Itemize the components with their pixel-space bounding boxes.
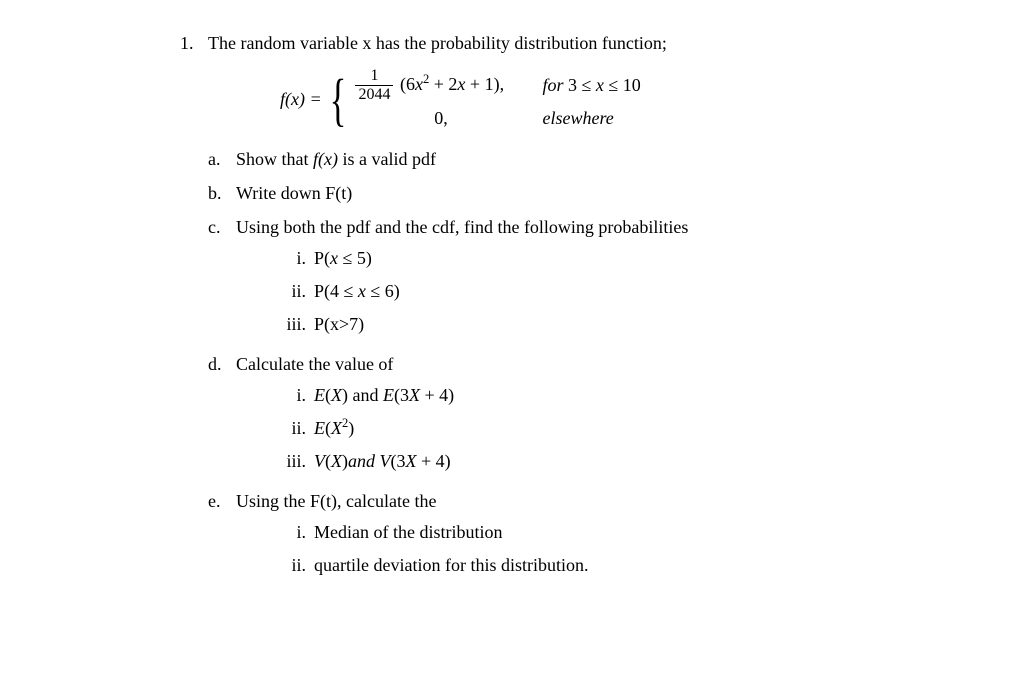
fraction-numerator: 1 bbox=[355, 67, 393, 86]
question-row: 1. The random variable x has the probabi… bbox=[180, 30, 904, 57]
polynomial: (6x2 + 2x + 1), bbox=[400, 74, 504, 94]
part-a-post: is a valid pdf bbox=[338, 149, 436, 169]
part-e-roman-list: i. Median of the distribution ii. quarti… bbox=[236, 519, 904, 579]
part-d-iii: iii. V(X)and V(3X + 4) bbox=[284, 448, 904, 475]
part-c-ii-num: ii. bbox=[284, 278, 314, 305]
part-e-ii: ii. quartile deviation for this distribu… bbox=[284, 552, 904, 579]
part-d-ii-text: E(X2) bbox=[314, 415, 904, 442]
part-c-text: Using both the pdf and the cdf, find the… bbox=[236, 214, 904, 241]
part-d-i-text: E(X) and E(3X + 4) bbox=[314, 382, 904, 409]
part-d-iii-text: V(X)and V(3X + 4) bbox=[314, 448, 904, 475]
part-d-text: Calculate the value of bbox=[236, 351, 904, 378]
part-e-i: i. Median of the distribution bbox=[284, 519, 904, 546]
case-condition-1: for 3 ≤ x ≤ 10 bbox=[542, 72, 640, 99]
fraction-denominator: 2044 bbox=[355, 86, 393, 104]
part-d-i: i. E(X) and E(3X + 4) bbox=[284, 382, 904, 409]
part-d-ii: ii. E(X2) bbox=[284, 415, 904, 442]
part-d-letter: d. bbox=[208, 351, 236, 481]
part-c-letter: c. bbox=[208, 214, 236, 344]
piecewise-function: f(x) = { 1 2044 (6x2 + 2x + 1), for 3 ≤ … bbox=[280, 67, 641, 132]
part-b: b. Write down F(t) bbox=[208, 180, 904, 207]
part-e-ii-num: ii. bbox=[284, 552, 314, 579]
part-d-iii-num: iii. bbox=[284, 448, 314, 475]
part-a-text: Show that f(x) is a valid pdf bbox=[236, 146, 904, 173]
fraction: 1 2044 bbox=[355, 67, 393, 104]
part-a-pre: Show that bbox=[236, 149, 313, 169]
question-text: The random variable x has the probabilit… bbox=[208, 30, 904, 57]
case-expr-1: 1 2044 (6x2 + 2x + 1), bbox=[353, 67, 528, 104]
case-expr-2: 0, bbox=[353, 105, 528, 132]
part-b-letter: b. bbox=[208, 180, 236, 207]
case-condition-2: elsewhere bbox=[542, 105, 613, 132]
part-a-fx: f(x) bbox=[313, 149, 338, 169]
part-b-text: Write down F(t) bbox=[236, 180, 904, 207]
part-c-iii: iii. P(x>7) bbox=[284, 311, 904, 338]
part-c-content: Using both the pdf and the cdf, find the… bbox=[236, 214, 904, 344]
part-d-ii-num: ii. bbox=[284, 415, 314, 442]
part-e-ii-text: quartile deviation for this distribution… bbox=[314, 552, 904, 579]
part-e-i-num: i. bbox=[284, 519, 314, 546]
part-c-ii-text: P(4 ≤ x ≤ 6) bbox=[314, 278, 904, 305]
part-c-ii: ii. P(4 ≤ x ≤ 6) bbox=[284, 278, 904, 305]
part-c-i-text: P(x ≤ 5) bbox=[314, 245, 904, 272]
case-row-1: 1 2044 (6x2 + 2x + 1), for 3 ≤ x ≤ 10 bbox=[353, 67, 640, 104]
part-e-i-text: Median of the distribution bbox=[314, 519, 904, 546]
part-c-i: i. P(x ≤ 5) bbox=[284, 245, 904, 272]
part-c-roman-list: i. P(x ≤ 5) ii. P(4 ≤ x ≤ 6) iii. P(x>7) bbox=[236, 245, 904, 338]
part-e-content: Using the F(t), calculate the i. Median … bbox=[236, 488, 904, 585]
part-d: d. Calculate the value of i. E(X) and E(… bbox=[208, 351, 904, 481]
part-c-i-num: i. bbox=[284, 245, 314, 272]
part-d-roman-list: i. E(X) and E(3X + 4) ii. E(X2) iii. V(X… bbox=[236, 382, 904, 475]
equation-block: f(x) = { 1 2044 (6x2 + 2x + 1), for 3 ≤ … bbox=[180, 67, 904, 132]
part-c-iii-num: iii. bbox=[284, 311, 314, 338]
part-a: a. Show that f(x) is a valid pdf bbox=[208, 146, 904, 173]
part-d-i-num: i. bbox=[284, 382, 314, 409]
case-row-2: 0, elsewhere bbox=[353, 104, 640, 132]
part-d-content: Calculate the value of i. E(X) and E(3X … bbox=[236, 351, 904, 481]
part-e: e. Using the F(t), calculate the i. Medi… bbox=[208, 488, 904, 585]
question-number: 1. bbox=[180, 30, 208, 57]
left-brace: { bbox=[329, 71, 346, 129]
sub-parts-list: a. Show that f(x) is a valid pdf b. Writ… bbox=[180, 146, 904, 585]
part-e-text: Using the F(t), calculate the bbox=[236, 488, 904, 515]
cases-container: 1 2044 (6x2 + 2x + 1), for 3 ≤ x ≤ 10 0,… bbox=[353, 67, 640, 132]
part-e-letter: e. bbox=[208, 488, 236, 585]
part-a-letter: a. bbox=[208, 146, 236, 173]
part-c: c. Using both the pdf and the cdf, find … bbox=[208, 214, 904, 344]
part-c-iii-text: P(x>7) bbox=[314, 311, 904, 338]
equation-lhs: f(x) = bbox=[280, 86, 322, 113]
